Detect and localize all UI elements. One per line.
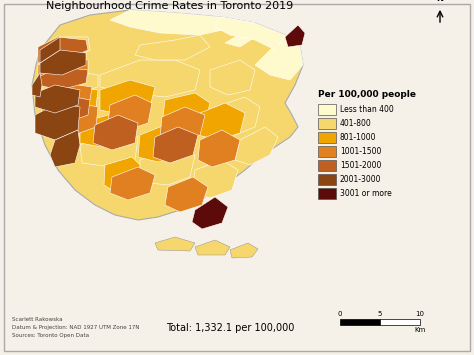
Polygon shape [100,80,155,115]
Bar [318,132,336,143]
Bar [318,118,336,129]
Polygon shape [225,23,255,47]
Polygon shape [215,17,285,50]
Polygon shape [215,97,260,135]
Polygon shape [140,150,195,185]
Polygon shape [40,37,90,63]
Polygon shape [42,70,98,95]
Text: Km: Km [414,327,426,333]
Text: 1001-1500: 1001-1500 [340,147,382,156]
Polygon shape [235,127,278,165]
Polygon shape [110,10,255,35]
Text: 2001-3000: 2001-3000 [340,175,382,184]
Polygon shape [104,157,140,192]
Polygon shape [110,167,155,200]
Polygon shape [153,127,198,163]
Polygon shape [198,130,240,167]
Polygon shape [155,237,195,251]
Polygon shape [42,83,92,107]
Polygon shape [80,115,128,147]
Polygon shape [162,93,210,131]
Bar [380,319,420,325]
Polygon shape [210,60,255,95]
Bar [318,160,336,171]
Polygon shape [38,57,88,83]
Text: 0: 0 [338,311,342,317]
Polygon shape [230,243,258,258]
Polygon shape [135,35,210,60]
Polygon shape [50,130,80,167]
Bar [318,146,336,157]
Polygon shape [285,25,305,47]
Polygon shape [165,177,208,212]
Polygon shape [108,95,152,131]
Polygon shape [50,87,98,115]
Text: N: N [437,0,444,3]
Bar [318,188,336,199]
Bar [318,104,336,115]
Polygon shape [70,97,130,127]
Bar [340,319,380,325]
Polygon shape [195,240,230,255]
Text: 1501-2000: 1501-2000 [340,161,382,170]
Text: 401-800: 401-800 [340,119,372,128]
Text: Total: 1,332.1 per 100,000: Total: 1,332.1 per 100,000 [166,323,294,333]
Polygon shape [93,115,138,150]
Polygon shape [138,125,185,162]
Polygon shape [198,103,245,140]
Polygon shape [40,50,86,75]
Polygon shape [32,73,42,97]
Polygon shape [35,103,80,140]
Polygon shape [42,95,90,123]
Polygon shape [32,10,303,220]
Text: 3001 or more: 3001 or more [340,189,392,198]
Text: Neighbourhood Crime Rates in Toronto 2019: Neighbourhood Crime Rates in Toronto 201… [46,1,293,11]
Polygon shape [50,103,98,135]
Text: Per 100,000 people: Per 100,000 people [318,90,416,99]
Polygon shape [160,107,205,143]
Polygon shape [35,85,80,113]
Text: Less than 400: Less than 400 [340,105,394,114]
Polygon shape [40,37,60,63]
Polygon shape [38,67,88,90]
Polygon shape [192,160,238,198]
Text: Datum & Projection: NAD 1927 UTM Zone 17N: Datum & Projection: NAD 1927 UTM Zone 17… [12,325,139,330]
Polygon shape [80,133,138,167]
Polygon shape [192,197,228,229]
Text: 5: 5 [378,311,382,317]
Text: 10: 10 [416,311,425,317]
Text: Sources: Toronto Open Data: Sources: Toronto Open Data [12,333,89,338]
Text: Scarlett Rakowska: Scarlett Rakowska [12,317,63,322]
Bar [318,174,336,185]
Polygon shape [100,60,200,97]
Polygon shape [255,35,303,80]
Polygon shape [38,37,88,63]
Text: 801-1000: 801-1000 [340,133,376,142]
